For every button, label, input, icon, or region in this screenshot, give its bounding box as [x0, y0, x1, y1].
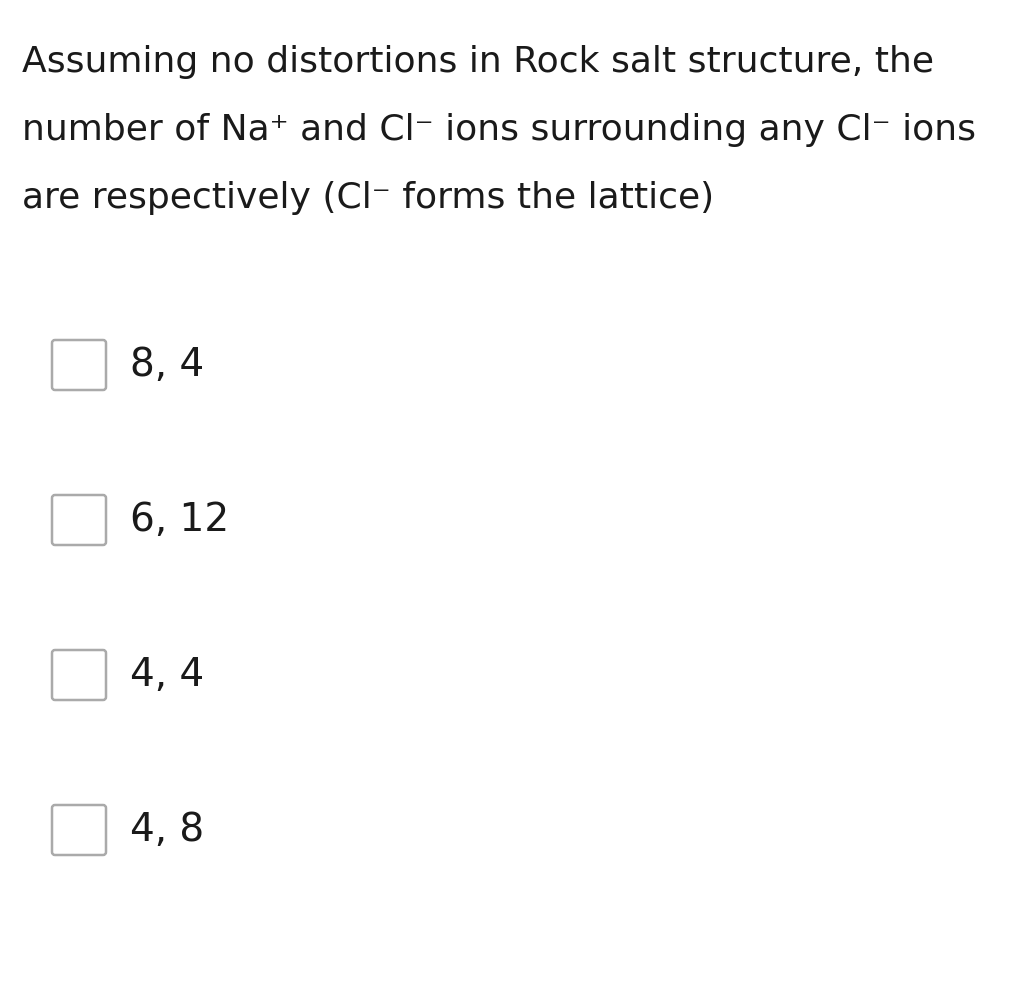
- Text: 6, 12: 6, 12: [130, 501, 229, 539]
- FancyBboxPatch shape: [52, 340, 106, 390]
- FancyBboxPatch shape: [52, 805, 106, 855]
- FancyBboxPatch shape: [52, 495, 106, 545]
- Text: 4, 4: 4, 4: [130, 656, 204, 694]
- Text: number of Na⁺ and Cl⁻ ions surrounding any Cl⁻ ions: number of Na⁺ and Cl⁻ ions surrounding a…: [22, 113, 976, 147]
- Text: are respectively (Cl⁻ forms the lattice): are respectively (Cl⁻ forms the lattice): [22, 181, 714, 215]
- FancyBboxPatch shape: [52, 650, 106, 700]
- Text: Assuming no distortions in Rock salt structure, the: Assuming no distortions in Rock salt str…: [22, 45, 934, 79]
- Text: 4, 8: 4, 8: [130, 811, 204, 849]
- Text: 8, 4: 8, 4: [130, 346, 204, 384]
